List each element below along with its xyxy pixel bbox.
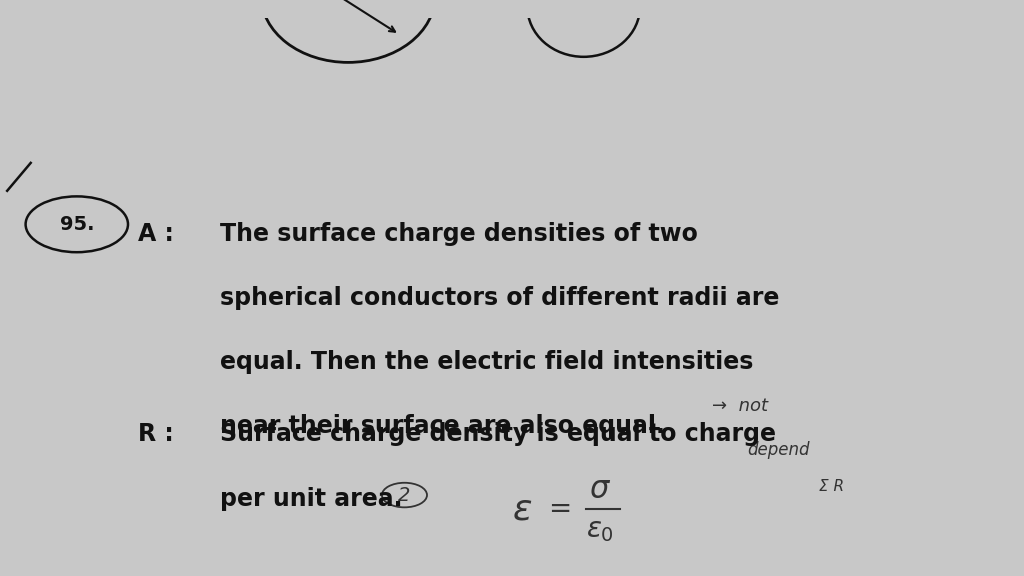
- Text: per unit area.: per unit area.: [220, 487, 402, 511]
- Text: $\mathit{\sigma}$: $\mathit{\sigma}$: [589, 475, 611, 504]
- Text: 2: 2: [398, 486, 411, 505]
- Text: equal. Then the electric field intensities: equal. Then the electric field intensiti…: [220, 350, 754, 374]
- Text: A :: A :: [138, 222, 174, 245]
- Text: R :: R :: [138, 422, 174, 446]
- Text: 95.: 95.: [59, 215, 94, 234]
- Text: $\mathit{\varepsilon}_0$: $\mathit{\varepsilon}_0$: [586, 516, 613, 544]
- Text: =: =: [548, 495, 571, 523]
- Text: Σ R: Σ R: [819, 479, 845, 494]
- Text: depend: depend: [748, 441, 810, 460]
- Text: spherical conductors of different radii are: spherical conductors of different radii …: [220, 286, 779, 310]
- Text: $\mathit{\varepsilon}$: $\mathit{\varepsilon}$: [512, 492, 532, 526]
- Text: near their surface are also equal.: near their surface are also equal.: [220, 414, 665, 438]
- Text: Surface charge density is equal to charge: Surface charge density is equal to charg…: [220, 422, 776, 446]
- Text: The surface charge densities of two: The surface charge densities of two: [220, 222, 698, 245]
- Text: →  not: → not: [712, 397, 768, 415]
